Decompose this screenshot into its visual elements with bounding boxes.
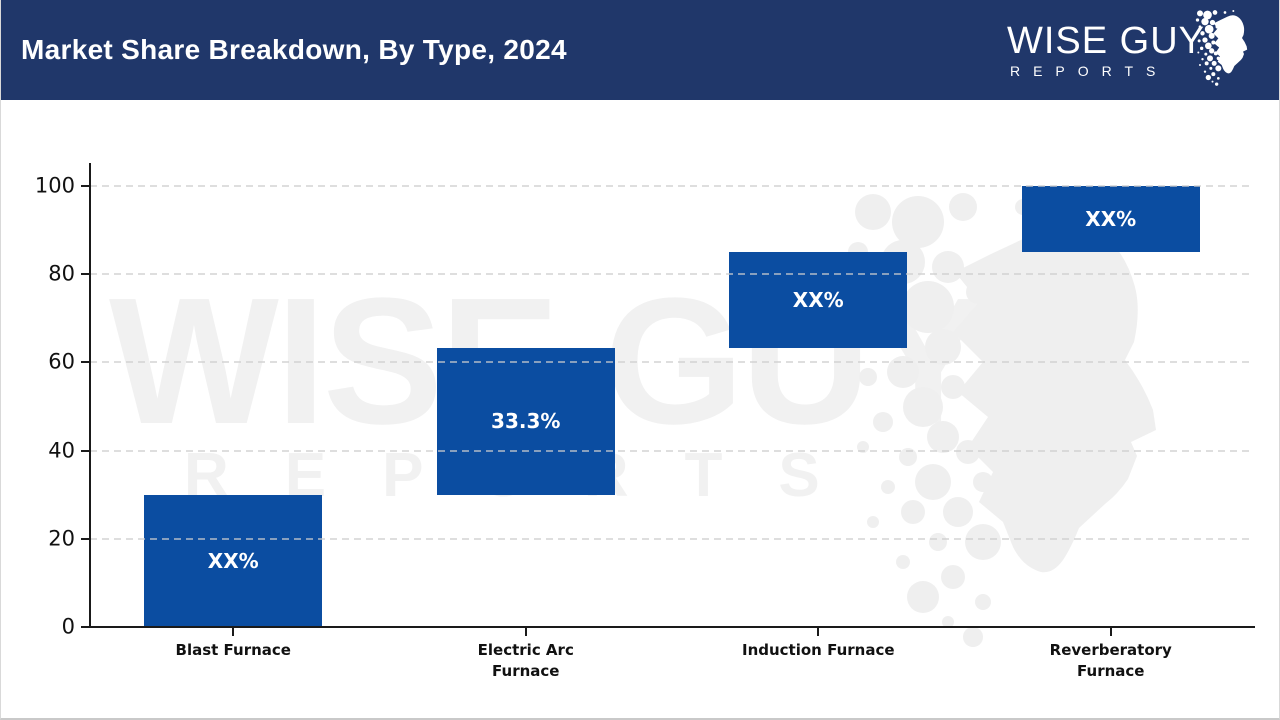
y-tick-mark	[81, 185, 89, 187]
y-axis-line	[89, 163, 91, 628]
x-tick-mark	[817, 628, 820, 636]
x-category-label: Electric Arc Furnace	[477, 641, 574, 680]
bar-segment: XX%	[144, 494, 323, 627]
x-category-label: Induction Furnace	[741, 641, 895, 659]
logo-text: WISE GUY REPORTS	[1007, 22, 1205, 78]
bar-segment: 33.3%	[436, 347, 615, 495]
bar-value-label: 33.3%	[491, 409, 561, 434]
y-tick-label: 60	[48, 349, 75, 374]
logo-wordmark: WISE GUY	[1006, 20, 1205, 62]
gridline	[90, 185, 1253, 187]
header-bar: Market Share Breakdown, By Type, 2024 WI…	[1, 0, 1279, 100]
x-tick-mark	[524, 628, 527, 636]
x-axis-line	[89, 626, 1255, 628]
bar-segment: XX%	[729, 252, 908, 348]
y-tick-mark	[81, 449, 89, 452]
wise-guy-reports-logo: WISE GUY REPORTS	[1007, 8, 1265, 92]
logo-subtext: REPORTS	[1009, 63, 1169, 79]
y-tick-label: 40	[48, 438, 75, 463]
y-tick-mark	[81, 537, 89, 540]
x-category-label: Blast Furnace	[175, 641, 291, 659]
bar-value-label: XX%	[1085, 207, 1137, 232]
y-tick-label: 80	[48, 261, 75, 286]
bar-value-label: XX%	[792, 287, 844, 312]
x-tick-mark	[232, 628, 235, 636]
gridline	[90, 537, 1253, 540]
y-tick-mark	[81, 273, 89, 276]
bar-segment: XX%	[1021, 186, 1200, 253]
y-tick-mark	[81, 361, 89, 364]
x-tick-mark	[1109, 628, 1112, 636]
y-tick-label: 100	[34, 173, 75, 198]
y-tick-mark	[81, 626, 89, 628]
y-tick-label: 20	[48, 526, 75, 551]
gridline	[90, 273, 1253, 276]
x-category-label: Reverberatory Furnace	[1049, 641, 1172, 680]
bar-value-label: XX%	[207, 548, 259, 573]
gridline	[90, 361, 1253, 364]
gridline	[90, 449, 1253, 452]
y-tick-label: 0	[61, 614, 75, 639]
page-title: Market Share Breakdown, By Type, 2024	[21, 34, 567, 65]
